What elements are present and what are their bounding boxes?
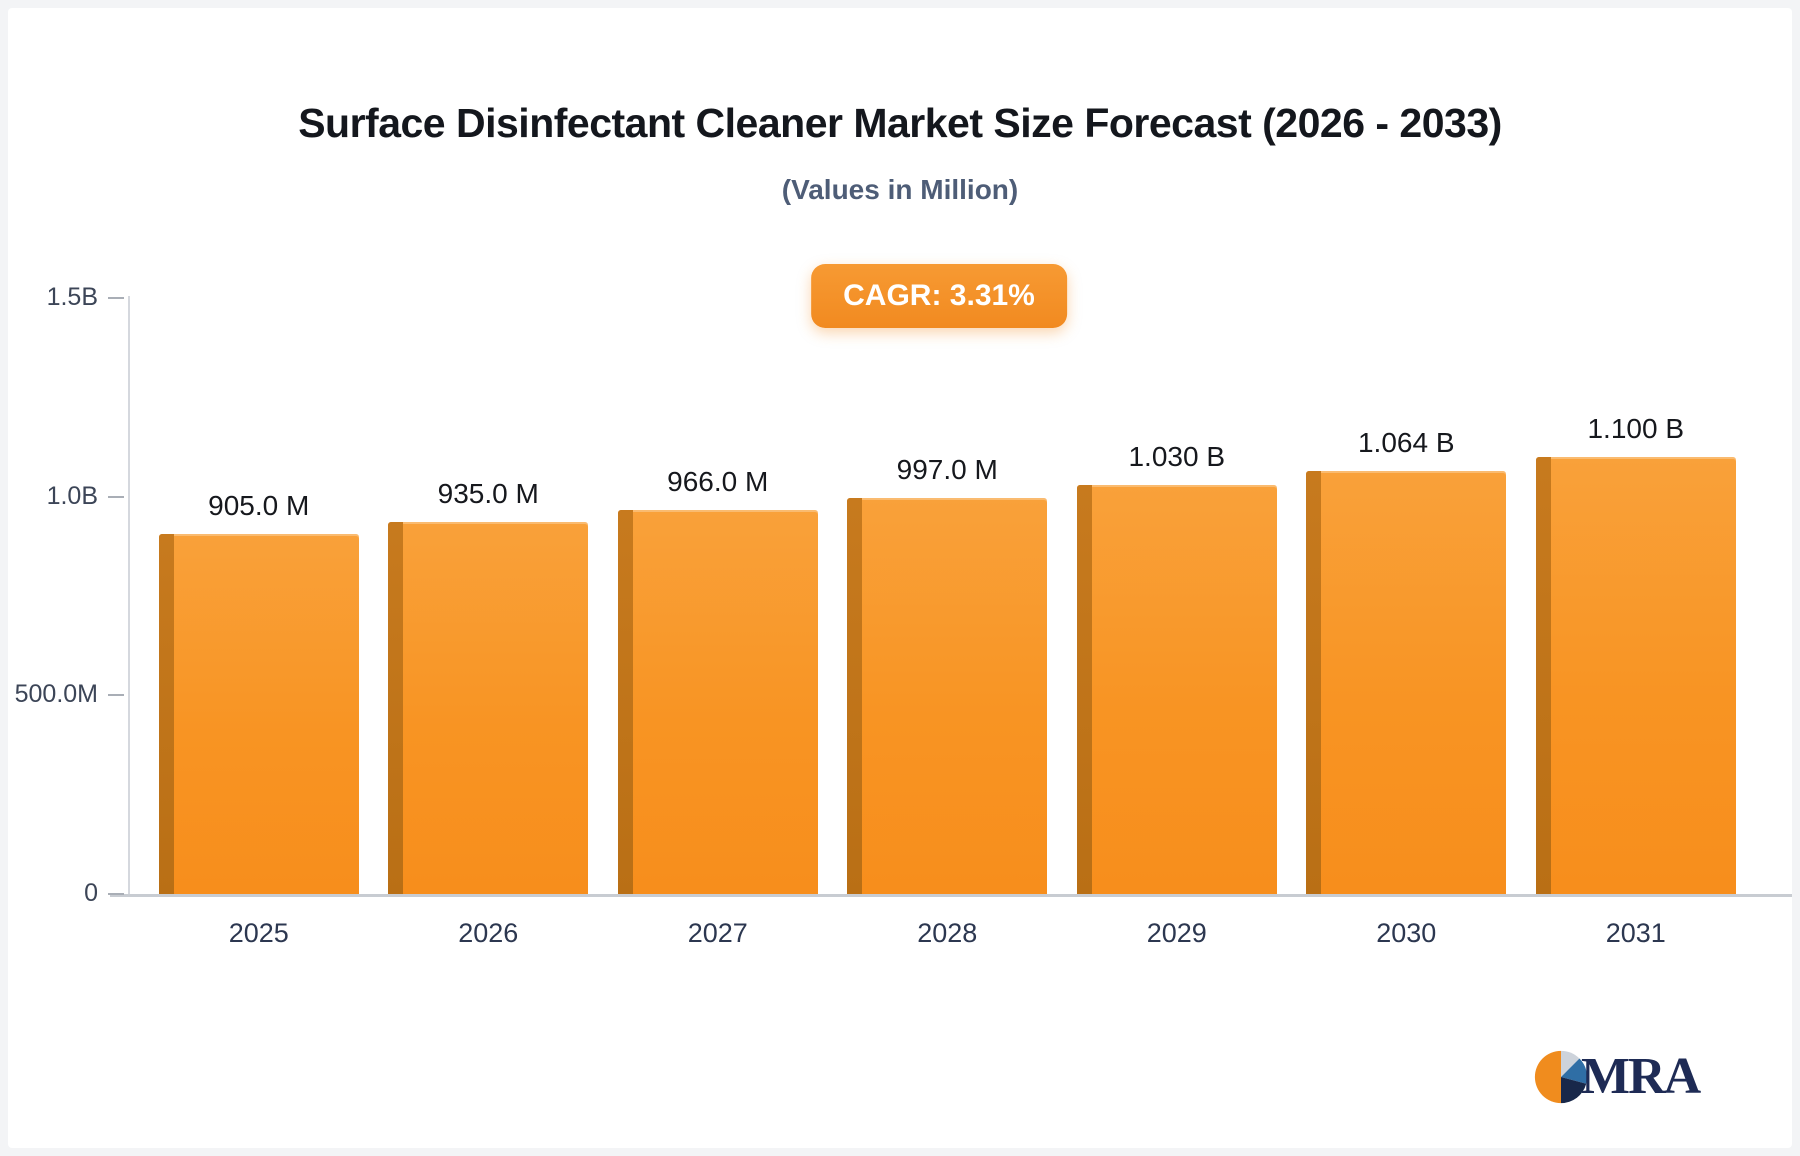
pie-chart-icon: [1534, 1050, 1588, 1104]
logo-text: MRA: [1581, 1048, 1701, 1105]
bar-2028: [847, 497, 1048, 895]
x-axis-tick-label: 2027: [687, 918, 748, 948]
y-axis-tick-mark: [108, 297, 124, 299]
y-axis-tick-mark: [108, 694, 124, 697]
bar-value-label: 905.0 M: [208, 490, 310, 522]
bar-value-label: 966.0 M: [667, 466, 769, 498]
bar-chart-plot: 1.5B 1.0B 500.0M 0 905.0 M 2025 935.0 M 2026 966…: [8, 8, 1792, 1148]
x-axis-line: [110, 894, 1792, 897]
y-axis-tick-mark: [108, 893, 124, 895]
bar-value-label: 1.100 B: [1587, 412, 1685, 444]
y-axis-tick-label: 1.5B: [46, 283, 98, 311]
x-axis-tick-label: 2030: [1376, 918, 1437, 948]
bar-2025: [158, 534, 359, 894]
bar-value-label: 1.064 B: [1357, 427, 1455, 459]
chart-subtitle: (Values in Million): [781, 174, 1019, 205]
y-axis-line: [128, 296, 130, 896]
y-axis-tick-mark: [108, 495, 124, 498]
bar-2027: [617, 510, 818, 894]
mra-logo: MRA: [1532, 1046, 1701, 1108]
bar-2030: [1306, 471, 1507, 894]
y-axis-tick-label: 500.0M: [14, 680, 98, 709]
x-axis-tick-label: 2029: [1146, 918, 1207, 948]
bar-value-label: 1.030 B: [1128, 440, 1226, 472]
chart-card: Surface Disinfectant Cleaner Market Size…: [8, 8, 1792, 1148]
chart-title: Surface Disinfectant Cleaner Market Size…: [298, 100, 1502, 146]
x-axis-tick-label: 2025: [228, 918, 289, 948]
bar-value-label: 997.0 M: [896, 453, 998, 485]
bar-2029: [1076, 484, 1277, 895]
bar-2026: [388, 522, 589, 894]
y-axis-tick-label: 0: [84, 879, 98, 907]
x-axis-tick-label: 2031: [1605, 918, 1666, 948]
bar-value-label: 935.0 M: [437, 478, 539, 510]
y-axis-tick-label: 1.0B: [46, 481, 98, 510]
x-axis-tick-label: 2026: [458, 918, 519, 948]
bar-2031: [1535, 456, 1736, 895]
x-axis-tick-label: 2028: [917, 918, 978, 948]
cagr-badge: CAGR: 3.31%: [811, 264, 1067, 328]
